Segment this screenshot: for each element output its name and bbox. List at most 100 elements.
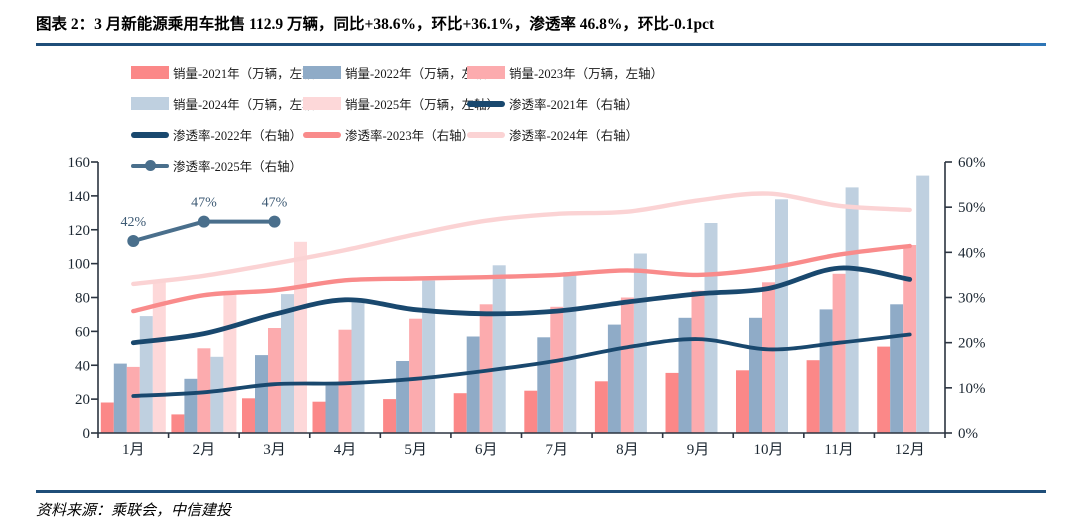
x-axis-month-label: 5月: [404, 442, 427, 458]
legend-label-sales-2023: 销量-2023年（万辆，左轴）: [509, 67, 664, 81]
bar: [550, 306, 564, 433]
title-divider-tail: [1020, 43, 1046, 46]
left-axis-tick-label: 60: [75, 324, 90, 340]
bar: [268, 328, 281, 433]
bar: [325, 385, 339, 433]
bar: [171, 414, 185, 433]
bar: [100, 402, 114, 433]
legend-swatch-penetration-2023: [303, 131, 341, 138]
bar: [903, 245, 917, 433]
bar: [607, 324, 621, 433]
legend-label-penetration-2021: 渗透率-2021年（右轴）: [509, 98, 639, 112]
bar: [492, 265, 506, 433]
figure-title: 图表 2：3 月新能源乘用车批售 112.9 万辆，同比+38.6%，环比+36…: [36, 16, 715, 33]
right-axis-tick-label: 20%: [958, 336, 986, 352]
bar: [242, 398, 255, 433]
x-axis-month-label: 10月: [753, 442, 783, 458]
bar: [749, 317, 762, 433]
bar: [409, 318, 423, 433]
right-axis-tick-label: 50%: [958, 200, 986, 216]
bar-series-2021: [100, 346, 891, 433]
lines-group: 42% 47% 47%: [120, 191, 913, 398]
line-series-2024: [131, 191, 912, 287]
line-series-2021: [131, 332, 912, 398]
x-axis-month-label: 2月: [193, 442, 216, 458]
legend-item-sales-2022: 销量-2022年（万辆，左轴）: [303, 63, 499, 82]
bar: [845, 187, 859, 433]
x-axis-month-label: 9月: [687, 442, 710, 458]
point-label: 42%: [120, 215, 146, 230]
legend-item-penetration-2023: 渗透率-2023年（右轴）: [303, 125, 474, 144]
point-label: 47%: [262, 196, 288, 211]
x-axis-month-label: 7月: [546, 442, 569, 458]
axes-group: [91, 161, 952, 438]
line-path: [130, 265, 913, 346]
bar: [396, 361, 410, 433]
bar: [383, 399, 397, 433]
left-axis-tick-label: 40: [75, 358, 90, 374]
legend-swatch-penetration-2024: [467, 131, 505, 138]
legend-item-penetration-2021: 渗透率-2021年（右轴）: [467, 94, 663, 113]
bar: [524, 390, 538, 433]
x-axis-month-label: 6月: [475, 442, 498, 458]
line-marker: [127, 235, 140, 247]
legend-item-sales-2023: 销量-2023年（万辆，左轴）: [467, 63, 663, 82]
bar: [126, 366, 140, 433]
legend-swatch-penetration-2025: [131, 160, 169, 171]
legend-swatch-penetration-2022: [131, 131, 169, 138]
point-label: 47%: [191, 196, 217, 211]
legend-item-sales-2025: 销量-2025年（万辆，左轴）: [303, 94, 499, 113]
bar: [877, 346, 891, 433]
bar: [184, 378, 198, 433]
left-axis-tick-label: 100: [68, 257, 91, 273]
bars-group: [100, 175, 930, 433]
legend-swatch-sales-2021: [131, 66, 169, 79]
bar: [466, 336, 480, 433]
title-divider: [36, 43, 1046, 46]
left-axis-tick-label: 160: [68, 155, 91, 171]
bar: [113, 363, 127, 433]
bar: [691, 290, 705, 433]
legend-label-penetration-2023: 渗透率-2023年（右轴）: [345, 129, 475, 143]
legend-label-sales-2025: 销量-2025年（万辆，左轴）: [345, 98, 500, 112]
bar: [775, 199, 788, 433]
source-note: 资料来源：乘联会，中信建投: [36, 503, 232, 519]
bar: [762, 282, 775, 433]
bar: [338, 329, 352, 433]
right-axis-tick-label: 10%: [958, 381, 986, 397]
x-axis-month-label: 11月: [824, 442, 853, 458]
legend-item-sales-2024: 销量-2024年（万辆，左轴）: [131, 94, 327, 113]
legend-item-sales-2021: 销量-2021年（万辆，左轴）: [131, 63, 327, 82]
bar: [704, 223, 718, 433]
line-path: [131, 332, 912, 398]
bar: [210, 356, 224, 433]
bar: [453, 393, 467, 433]
axis-labels-group: 0 20 40 60 80 100 120 140 160 0% 10% 20% 30% 40% 50% 60…: [68, 155, 986, 458]
bar: [890, 304, 904, 433]
line-path: [131, 243, 912, 314]
x-axis-month-label: 8月: [616, 442, 639, 458]
chart-legend: 销量-2021年（万辆，左轴） 销量-2022年（万辆，左轴） 销量-2023年（万…: [131, 57, 663, 181]
left-axis-tick-label: 20: [75, 392, 90, 408]
line-marker: [197, 215, 210, 228]
bar: [563, 272, 577, 433]
legend-label-sales-2022: 销量-2022年（万辆，左轴）: [345, 67, 500, 81]
line-marker: [268, 215, 281, 228]
bar: [281, 294, 294, 433]
legend-label-sales-2024: 销量-2024年（万辆，左轴）: [173, 98, 328, 112]
legend-swatch-sales-2022: [303, 66, 341, 79]
bar: [736, 370, 749, 433]
line-path: [131, 191, 912, 287]
legend-item-penetration-2022: 渗透率-2022年（右轴）: [131, 125, 303, 144]
legend-label-penetration-2024: 渗透率-2024年（右轴）: [509, 129, 639, 143]
x-axis-month-label: 4月: [334, 442, 357, 458]
line-series-2022: [130, 265, 913, 346]
bar-series-2023: [126, 245, 917, 433]
legend-label-penetration-2022: 渗透率-2022年（右轴）: [173, 129, 303, 143]
bar: [312, 401, 326, 433]
bar: [351, 300, 365, 433]
bar: [594, 381, 608, 433]
legend-item-penetration-2025: 渗透率-2025年（右轴）: [131, 156, 303, 175]
bar: [665, 372, 679, 433]
